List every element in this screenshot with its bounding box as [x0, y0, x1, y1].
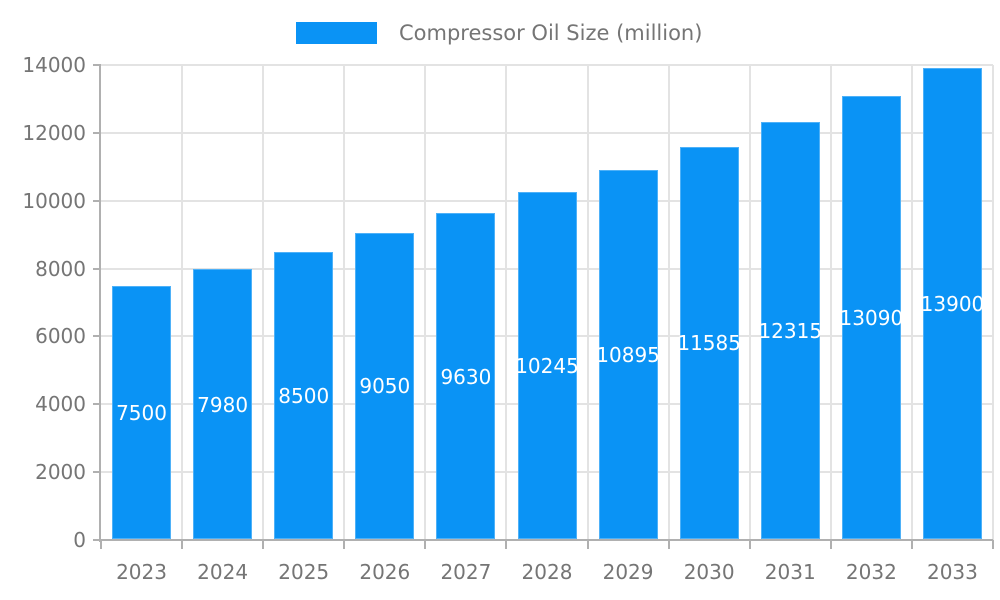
- x-axis-line: [99, 539, 993, 541]
- x-axis-tick: [262, 540, 265, 549]
- bar-value-label: 13900: [920, 292, 985, 317]
- x-gridline: [667, 65, 670, 540]
- x-gridline: [586, 65, 589, 540]
- y-axis-tick: [93, 64, 101, 66]
- x-axis-category-label: 2024: [197, 560, 249, 584]
- y-axis-tick-label: 4000: [35, 392, 86, 417]
- x-axis-category-label: 2023: [116, 560, 167, 584]
- x-axis-tick: [343, 540, 346, 549]
- bar-2030: [679, 146, 739, 539]
- x-axis-tick: [505, 540, 508, 549]
- bar-2029: [598, 170, 658, 539]
- y-axis-line: [99, 65, 101, 542]
- x-axis-category-label: 2030: [683, 560, 735, 584]
- bar-2028: [517, 192, 577, 539]
- bar-2024: [193, 269, 253, 539]
- x-axis-tick: [667, 540, 670, 549]
- bar-2027: [436, 213, 496, 539]
- x-axis-tick: [829, 540, 832, 549]
- y-axis-tick-label: 12000: [22, 120, 86, 145]
- bar-2025: [274, 251, 334, 539]
- x-gridline: [748, 65, 751, 540]
- y-axis-tick: [93, 199, 101, 202]
- legend-swatch: [296, 22, 377, 44]
- x-gridline: [424, 65, 427, 540]
- x-axis-category-label: 2032: [845, 560, 897, 584]
- x-gridline: [262, 65, 265, 540]
- x-gridline: [505, 65, 508, 540]
- bar-2033: [922, 68, 982, 539]
- x-axis-tick: [100, 540, 102, 549]
- bar-value-label: 10245: [515, 354, 579, 379]
- x-axis-category-label: 2033: [926, 560, 978, 584]
- y-axis-tick: [93, 131, 101, 134]
- x-gridline: [910, 65, 913, 540]
- bar-value-label: 9630: [440, 364, 492, 389]
- bar-value-label: 10895: [596, 343, 660, 368]
- x-axis-category-label: 2025: [278, 560, 330, 584]
- x-gridline: [992, 65, 994, 540]
- bar-2026: [355, 232, 415, 539]
- bar-value-label: 7980: [197, 392, 249, 417]
- x-axis-tick: [910, 540, 913, 549]
- y-axis-tick-label: 0: [73, 528, 86, 552]
- bar-2023: [112, 285, 172, 539]
- x-axis-category-label: 2031: [764, 560, 816, 584]
- y-axis-tick-label: 6000: [35, 324, 86, 349]
- y-axis-tick: [93, 267, 101, 270]
- x-axis-tick: [992, 540, 994, 549]
- x-axis-category-label: 2027: [440, 560, 492, 584]
- y-axis-tick: [93, 403, 101, 406]
- bar-value-label: 7500: [116, 400, 167, 425]
- bar-value-label: 13090: [839, 305, 904, 330]
- x-axis-category-label: 2028: [521, 560, 573, 584]
- legend-label: Compressor Oil Size (million): [399, 21, 703, 45]
- bar-2031: [760, 122, 820, 539]
- bar-value-label: 8500: [278, 383, 330, 408]
- x-axis-category-label: 2026: [359, 560, 411, 584]
- y-gridline: [101, 64, 993, 66]
- y-axis-tick-label: 8000: [35, 256, 86, 281]
- bar-2032: [841, 95, 901, 539]
- y-axis-tick-label: 10000: [22, 188, 86, 213]
- y-axis-tick: [93, 335, 101, 338]
- x-axis-tick: [424, 540, 427, 549]
- chart-legend: Compressor Oil Size (million): [296, 21, 702, 45]
- bar-value-label: 9050: [359, 374, 411, 399]
- x-axis-tick: [748, 540, 751, 549]
- y-axis-tick-label: 14000: [22, 53, 86, 77]
- x-axis-category-label: 2029: [602, 560, 654, 584]
- y-axis-tick: [93, 539, 101, 541]
- y-axis-tick: [93, 471, 101, 474]
- x-gridline: [181, 65, 184, 540]
- x-gridline: [343, 65, 346, 540]
- bar-value-label: 12315: [758, 319, 823, 344]
- bar-value-label: 11585: [677, 331, 741, 356]
- x-axis-tick: [181, 540, 184, 549]
- y-axis-tick-label: 2000: [35, 460, 86, 485]
- y-gridline: [101, 131, 993, 134]
- x-gridline: [829, 65, 832, 540]
- x-axis-tick: [586, 540, 589, 549]
